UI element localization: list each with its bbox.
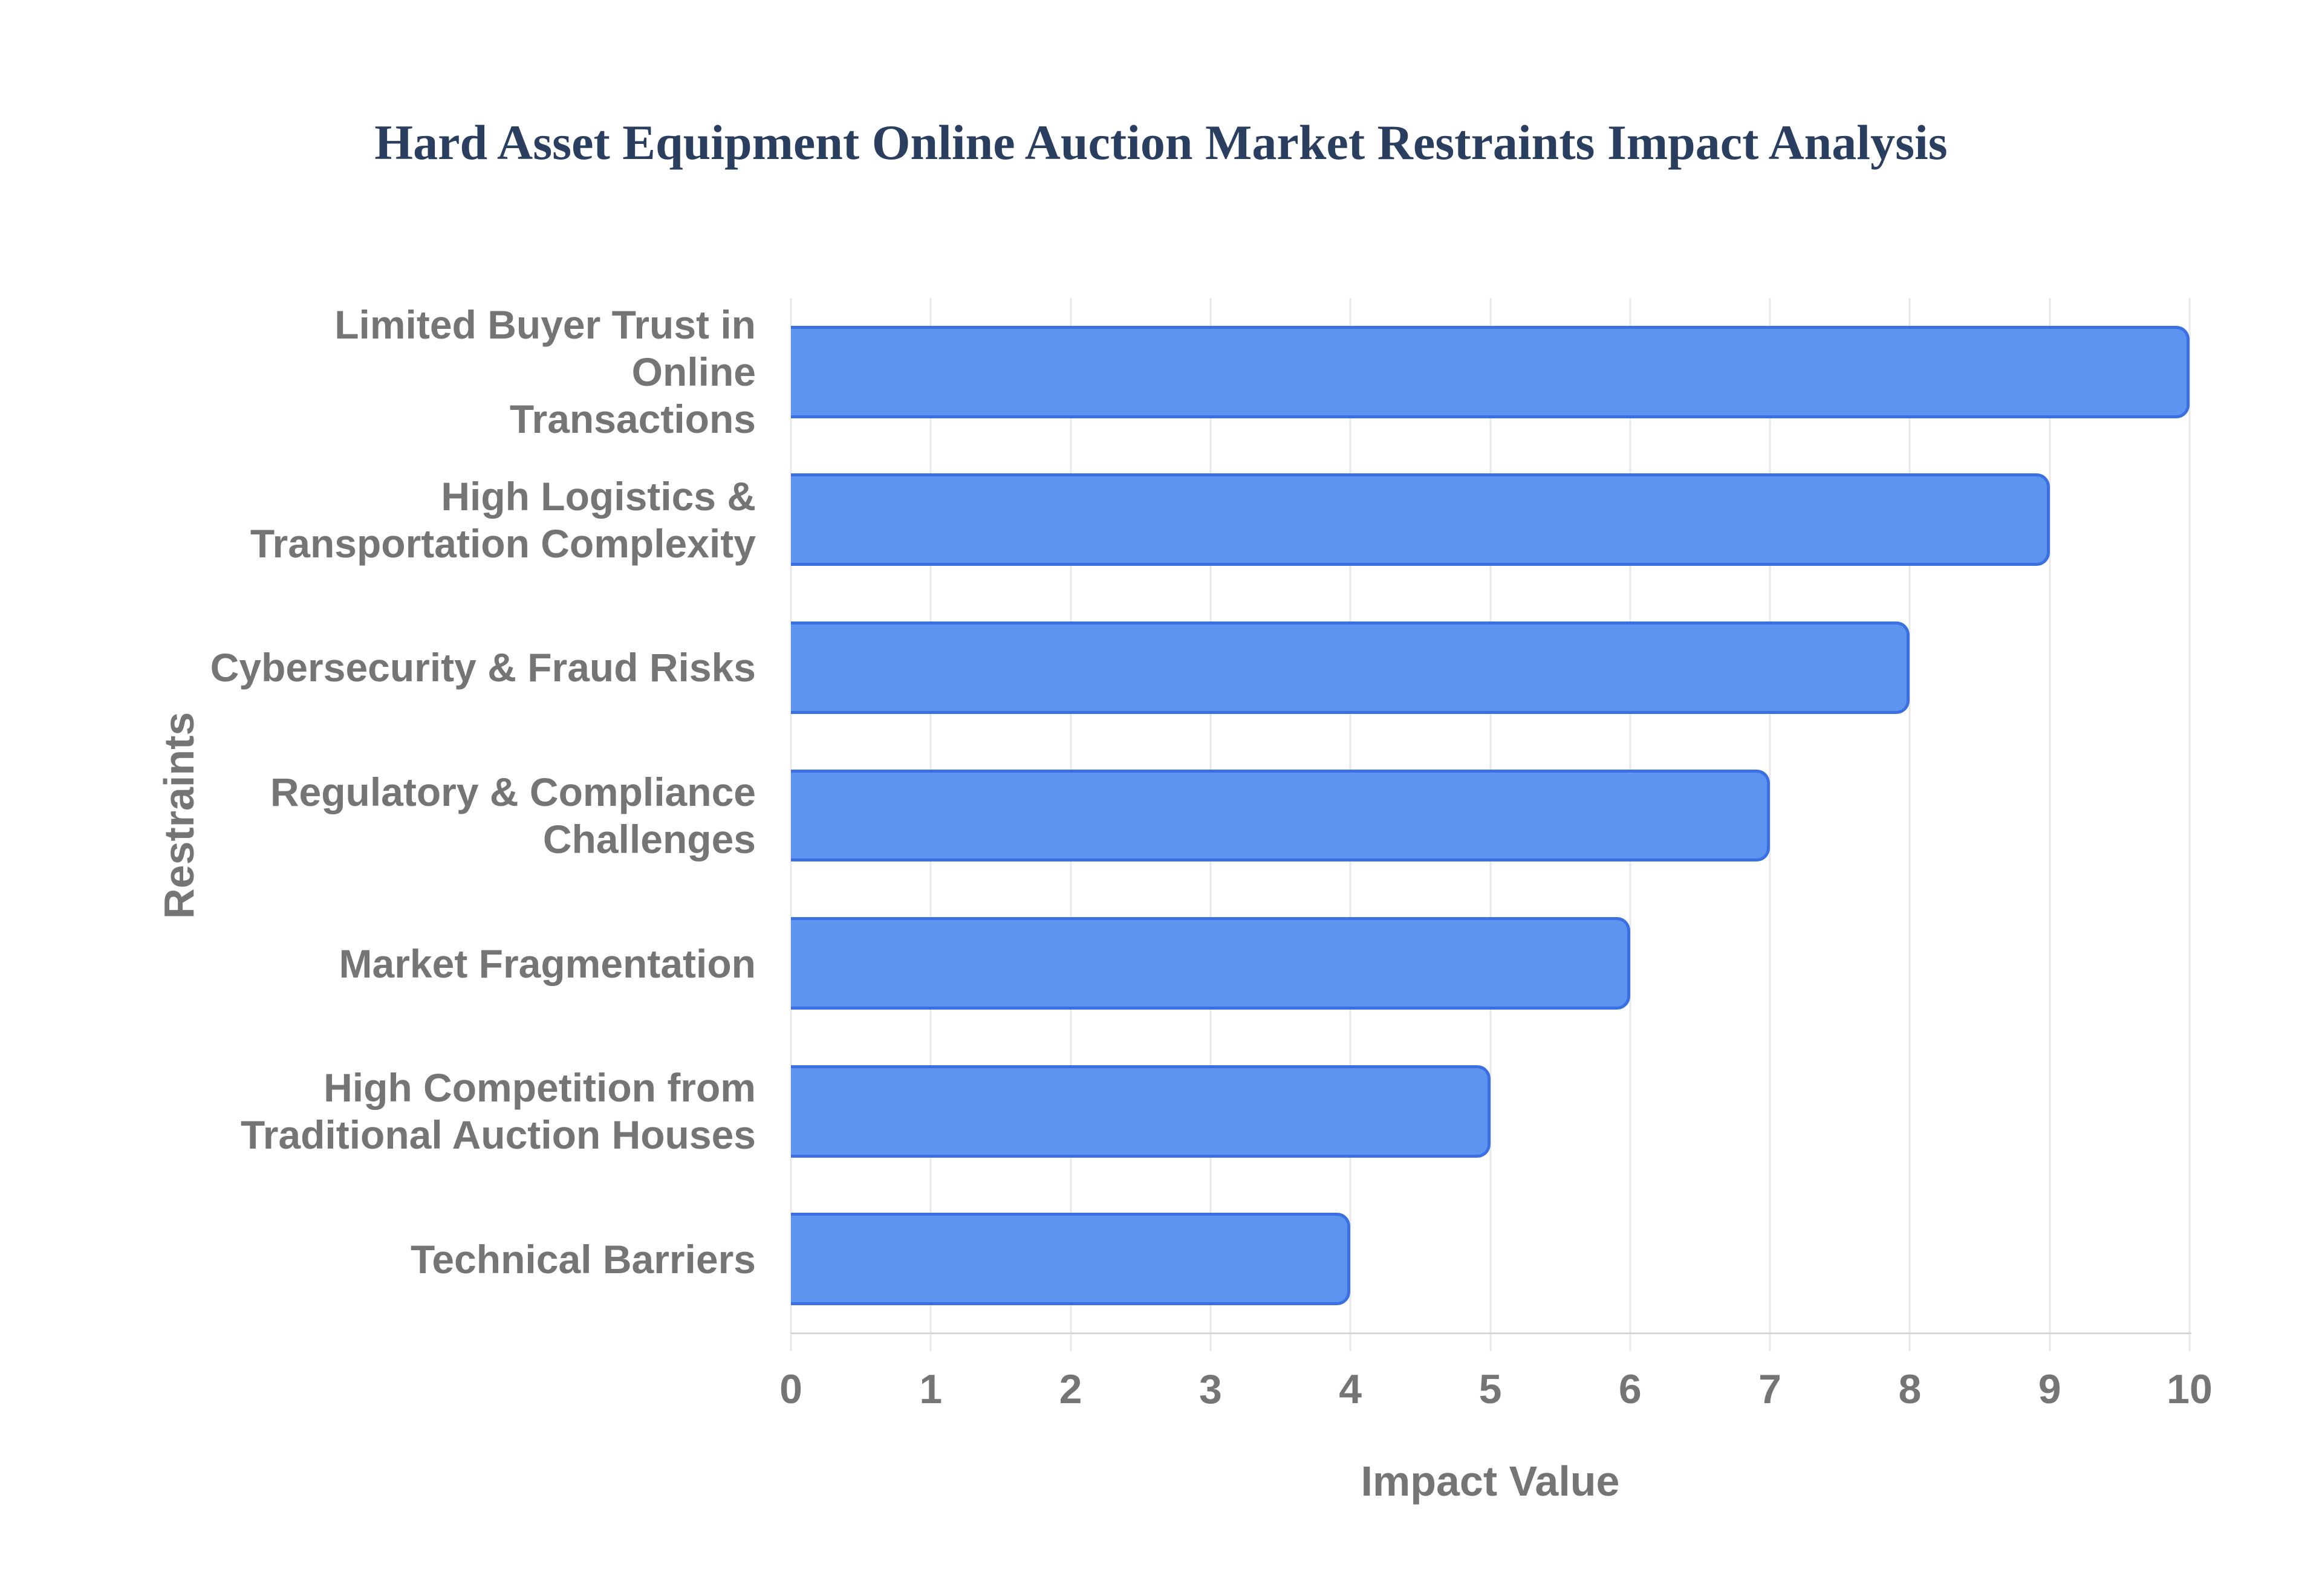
x-tick-label: 6 [1618, 1366, 1642, 1412]
x-tick-label: 10 [2167, 1366, 2213, 1412]
bar-row [791, 889, 2190, 1037]
bar [791, 1065, 1491, 1158]
x-tick-label: 2 [1059, 1366, 1082, 1412]
bar-row [791, 298, 2190, 446]
category-label: High Logistics & Transportation Complexi… [250, 473, 756, 566]
category-label: High Competition from Traditional Auctio… [241, 1065, 756, 1158]
gridline [2049, 298, 2051, 1351]
bar-row [791, 1037, 2190, 1186]
bar-row [791, 446, 2190, 594]
x-axis-line [791, 1332, 2191, 1334]
chart-title: Hard Asset Equipment Online Auction Mark… [374, 115, 1948, 170]
bar-row [791, 1185, 2190, 1333]
x-axis-title: Impact Value [1361, 1458, 1620, 1505]
category-label: Limited Buyer Trust in Online Transactio… [334, 302, 756, 442]
x-tick-label: 4 [1339, 1366, 1362, 1412]
category-label: Technical Barriers [410, 1236, 756, 1282]
plot-area [790, 298, 2191, 1351]
category-label: Regulatory & Compliance Challenges [270, 769, 756, 861]
bar [791, 917, 1630, 1010]
x-tick-labels: 0 1 2 3 4 5 6 7 8 9 10 [779, 1364, 2213, 1418]
x-tick-label: 0 [779, 1366, 802, 1412]
x-tick-label: 8 [1898, 1366, 1922, 1412]
x-tick-label: 3 [1198, 1366, 1222, 1412]
category-axis-labels: Limited Buyer Trust in Online Transactio… [206, 298, 756, 1333]
bar [791, 325, 2190, 418]
x-tick-label: 7 [1758, 1366, 1782, 1412]
bar [791, 473, 2050, 566]
category-label: Market Fragmentation [339, 941, 756, 986]
category-label: Cybersecurity & Fraud Risks [210, 645, 756, 690]
bar [791, 621, 1910, 714]
bar [791, 1213, 1351, 1306]
gridline [1908, 298, 1911, 1351]
bar-row [791, 594, 2190, 742]
y-axis-title: Restraints [155, 712, 203, 920]
x-tick-label: 1 [919, 1366, 943, 1412]
x-tick-label: 9 [2038, 1366, 2061, 1412]
bar-row [791, 742, 2190, 890]
gridline [2188, 298, 2191, 1351]
x-tick-label: 5 [1478, 1366, 1502, 1412]
gridline [1769, 298, 1771, 1351]
bar [791, 769, 1771, 862]
